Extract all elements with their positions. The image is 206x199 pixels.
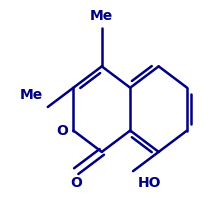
Text: O: O xyxy=(70,176,82,190)
Text: HO: HO xyxy=(137,176,161,190)
Text: O: O xyxy=(56,124,68,138)
Text: Me: Me xyxy=(19,88,43,102)
Text: Me: Me xyxy=(90,9,113,23)
